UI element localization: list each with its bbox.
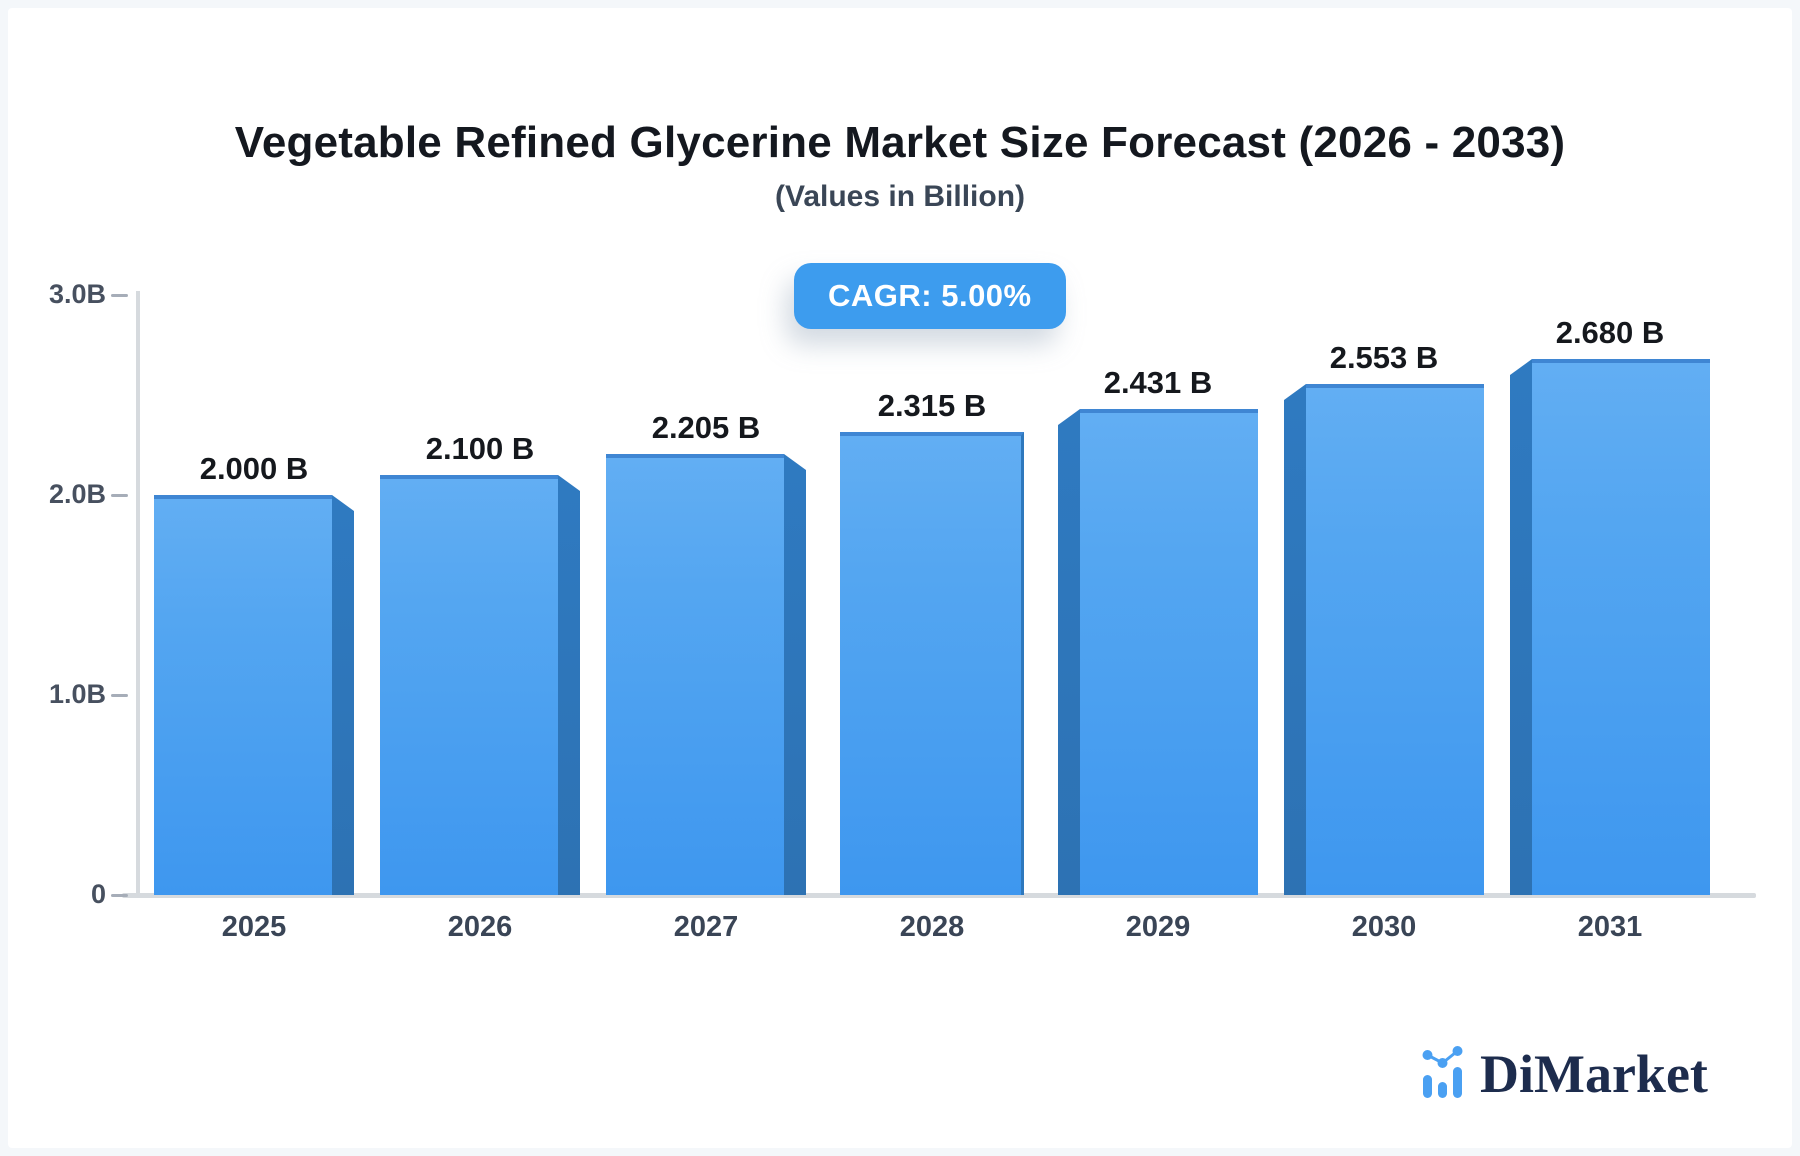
brand-logo: DiMarket — [1421, 1043, 1708, 1104]
bar-face — [380, 475, 558, 895]
y-tick-label: 0 — [90, 879, 106, 909]
y-tick-mark — [111, 493, 128, 497]
brand-name: DiMarket — [1480, 1043, 1708, 1104]
x-axis-category-label: 2028 — [899, 911, 965, 943]
bar-3d-side — [1510, 359, 1532, 895]
bar-face — [154, 495, 332, 895]
bar-face — [1532, 359, 1710, 895]
bar-2029 — [1058, 409, 1258, 895]
bar-face — [606, 454, 784, 895]
x-axis-category-label: 2030 — [1351, 911, 1417, 943]
x-axis-category-label: 2029 — [1125, 911, 1191, 943]
y-tick-mark — [111, 693, 128, 697]
bar-3d-side — [332, 495, 354, 895]
cagr-badge: CAGR: 5.00% — [794, 263, 1066, 329]
bar-3d-side — [1058, 409, 1080, 895]
y-tick-label: 2.0B — [48, 479, 106, 509]
bar-face — [1306, 384, 1484, 895]
bar-value-label: 2.000 B — [199, 451, 309, 486]
bar-face — [1080, 409, 1258, 895]
x-axis-category-label: 2031 — [1577, 911, 1643, 943]
chart-title: Vegetable Refined Glycerine Market Size … — [234, 118, 1566, 167]
x-axis-category-label: 2025 — [221, 911, 287, 943]
bar-value-label: 2.680 B — [1555, 315, 1665, 350]
bar-3d-side — [1284, 384, 1306, 895]
bar-3d-side — [784, 454, 806, 895]
bar-value-label: 2.553 B — [1329, 340, 1439, 375]
bar-face — [840, 432, 1024, 895]
x-axis-line — [122, 893, 1756, 898]
bar-value-label: 2.431 B — [1103, 365, 1213, 400]
bar-value-label: 2.315 B — [877, 388, 987, 423]
y-tick-mark — [111, 893, 128, 897]
y-axis-line — [136, 291, 140, 896]
bar-2025 — [154, 495, 354, 895]
bar-value-label: 2.205 B — [651, 410, 761, 445]
bar-2026 — [380, 475, 580, 895]
bar-value-label: 2.100 B — [425, 431, 535, 466]
x-axis-category-label: 2027 — [673, 911, 739, 943]
bar-2030 — [1284, 384, 1484, 895]
chart-subtitle: (Values in Billion) — [774, 180, 1026, 213]
x-axis-category-label: 2026 — [447, 911, 513, 943]
bar-3d-side — [558, 475, 580, 895]
bar-2027 — [606, 454, 806, 895]
dimarket-logo-icon — [1422, 1046, 1463, 1098]
chart-card: Vegetable Refined Glycerine Market Size … — [8, 8, 1792, 1148]
bar-2028 — [840, 432, 1024, 895]
y-tick-mark — [111, 293, 128, 297]
y-tick-label: 3.0B — [48, 279, 106, 309]
y-tick-label: 1.0B — [48, 679, 106, 709]
bar-2031 — [1510, 359, 1710, 895]
